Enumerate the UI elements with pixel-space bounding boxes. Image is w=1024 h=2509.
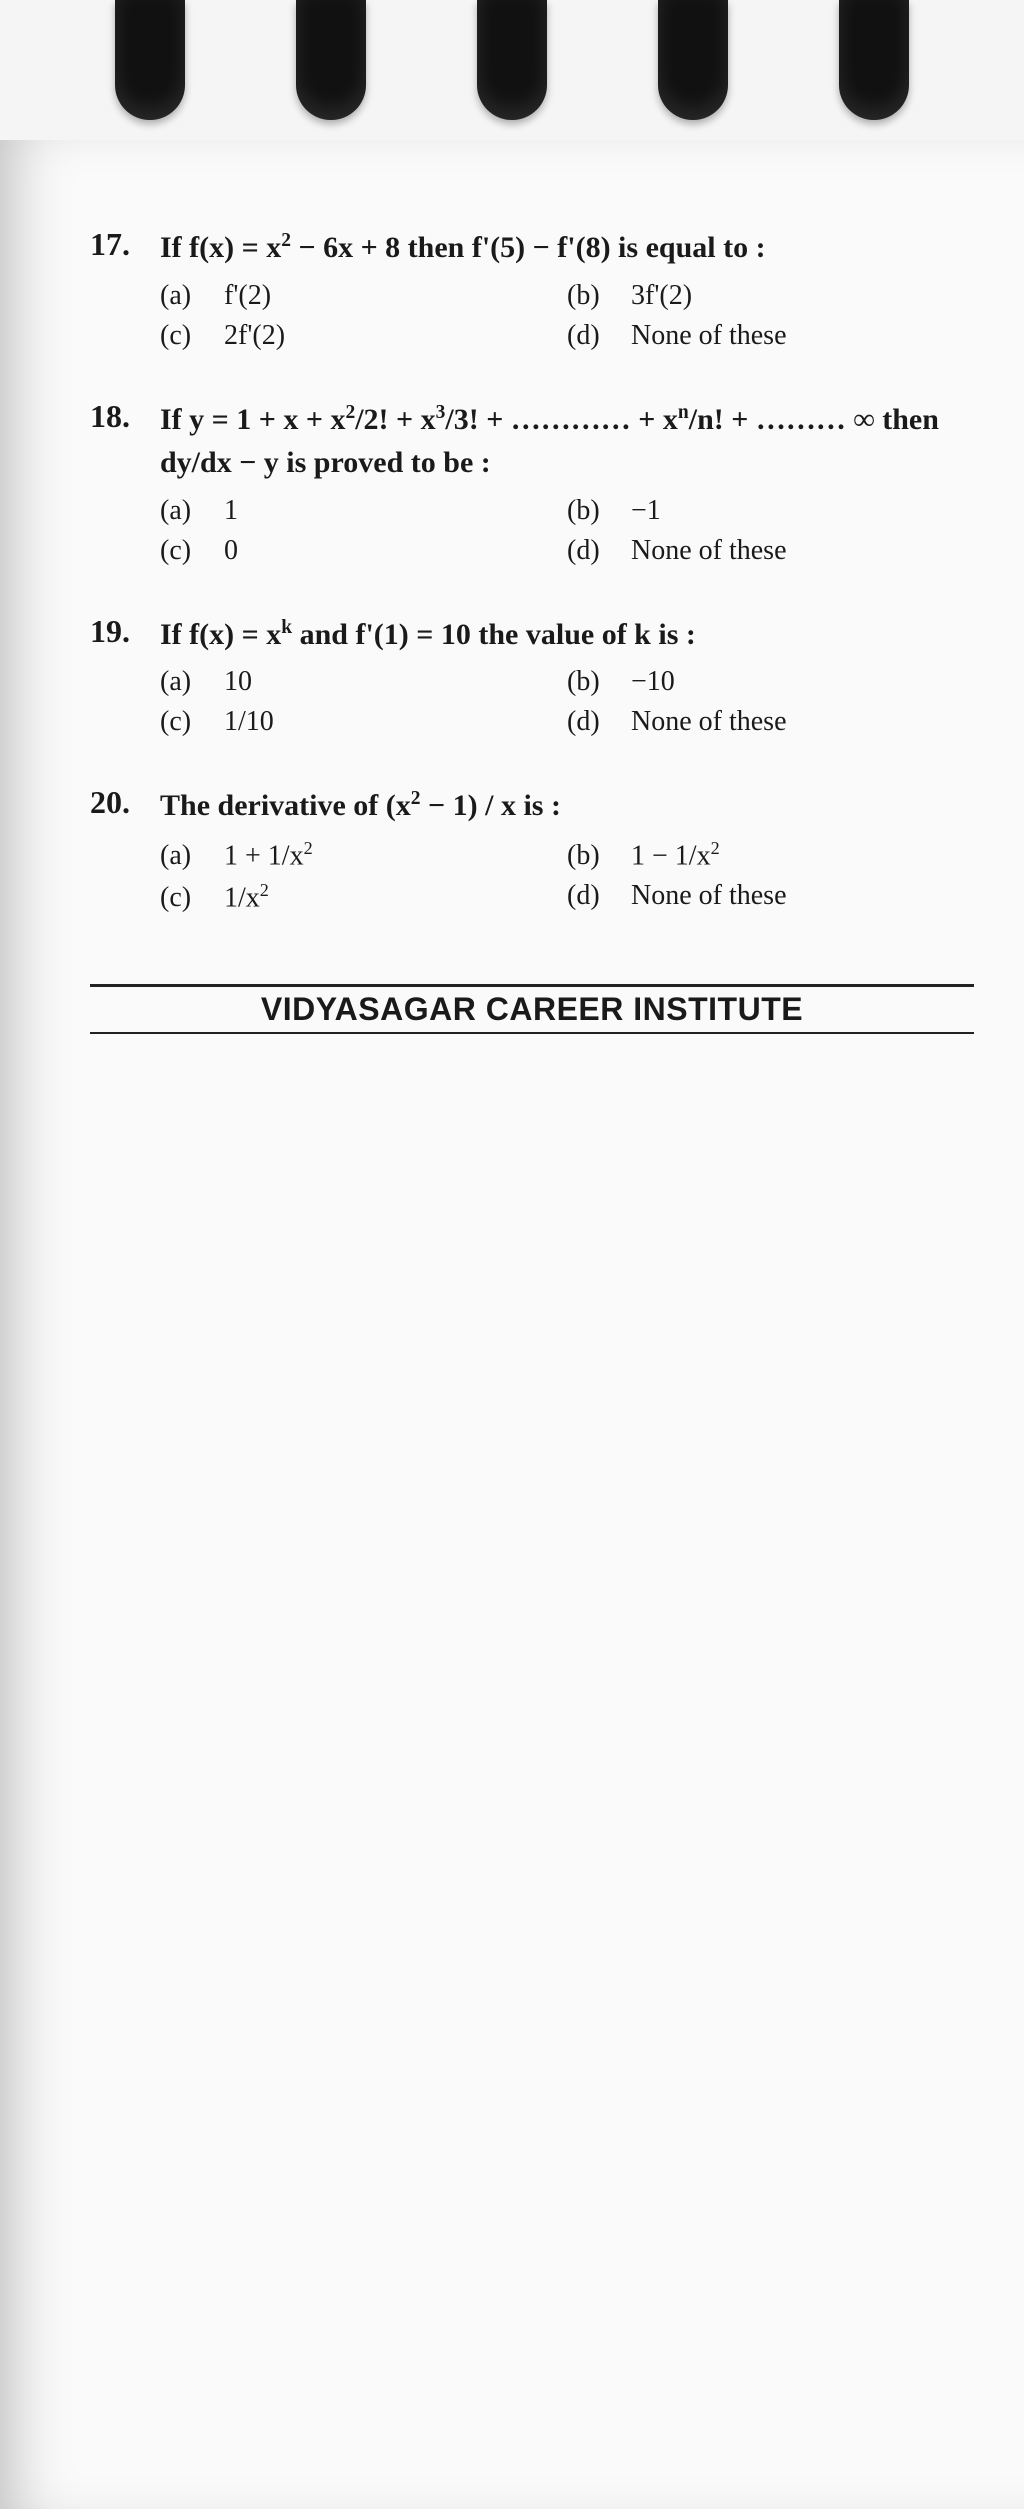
option-label: (d) [567,535,609,567]
option-text: None of these [631,706,787,738]
option-text: 10 [224,666,252,698]
option: (b) 1 − 1/x2 [567,838,974,872]
option-label: (a) [160,495,202,527]
spiral-binding [0,0,1024,140]
binding-ring [115,0,185,120]
option: (d) None of these [567,706,974,738]
binding-ring [477,0,547,120]
option-label: (b) [567,666,609,698]
option-text: −10 [631,666,675,698]
option-label: (c) [160,706,202,738]
question-stem: If f(x) = xk and f'(1) = 10 the value of… [160,613,974,657]
option-label: (b) [567,840,609,872]
footer-rule-bottom [90,1032,974,1034]
footer-rule-top [90,984,974,987]
option-label: (d) [567,706,609,738]
option-text: 1/10 [224,706,274,738]
question-body: The derivative of (x2 − 1) / x is : (a) 1 … [160,784,974,914]
option-label: (b) [567,280,609,312]
option: (a) 10 [160,666,567,698]
question-stem: The derivative of (x2 − 1) / x is : [160,784,974,828]
binding-ring [658,0,728,120]
option-label: (b) [567,495,609,527]
question-number: 18. [90,398,160,435]
option-label: (a) [160,666,202,698]
option-label: (c) [160,882,202,914]
option: (a) 1 + 1/x2 [160,838,567,872]
option: (d) None of these [567,320,974,352]
option: (c) 1/10 [160,706,567,738]
question-body: If f(x) = x2 − 6x + 8 then f'(5) − f'(8)… [160,226,974,352]
option-text: f'(2) [224,280,271,312]
question-number: 20. [90,784,160,821]
option: (b) 3f'(2) [567,280,974,312]
question-number: 17. [90,226,160,263]
option-text: 2f'(2) [224,320,285,352]
question-stem: If f(x) = x2 − 6x + 8 then f'(5) − f'(8)… [160,226,974,270]
option: (a) 1 [160,495,567,527]
question-stem: If y = 1 + x + x2/2! + x3/3! + ………… + xn… [160,398,974,485]
option-label: (d) [567,320,609,352]
page-content: 17.If f(x) = x2 − 6x + 8 then f'(5) − f'… [0,140,1024,2509]
option-text: 1/x2 [224,880,269,914]
option-label: (d) [567,880,609,912]
question-body: If y = 1 + x + x2/2! + x3/3! + ………… + xn… [160,398,974,567]
option: (c) 0 [160,535,567,567]
option: (b) −1 [567,495,974,527]
question: 19.If f(x) = xk and f'(1) = 10 the value… [90,613,974,739]
question: 17.If f(x) = x2 − 6x + 8 then f'(5) − f'… [90,226,974,352]
option: (a) f'(2) [160,280,567,312]
option-label: (a) [160,840,202,872]
binding-ring [839,0,909,120]
options-grid: (a) 1 + 1/x2 (b) 1 − 1/x2 (c) 1/x2 (d) None of … [160,838,974,915]
question: 18.If y = 1 + x + x2/2! + x3/3! + ………… +… [90,398,974,567]
option-text: 0 [224,535,238,567]
options-grid: (a) 1 (b) −1 (c) 0 (d) None of these [160,495,974,567]
question: 20.The derivative of (x2 − 1) / x is : (a… [90,784,974,914]
option: (b) −10 [567,666,974,698]
option-text: None of these [631,880,787,912]
options-grid: (a) 10 (b) −10 (c) 1/10 (d) None of these [160,666,974,738]
option-text: 1 [224,495,238,527]
option-text: 3f'(2) [631,280,692,312]
option-text: 1 − 1/x2 [631,838,720,872]
option-label: (a) [160,280,202,312]
question-body: If f(x) = xk and f'(1) = 10 the value of… [160,613,974,739]
footer-institute-name: VIDYASAGAR CAREER INSTITUTE [90,991,974,1028]
options-grid: (a) f'(2) (b) 3f'(2) (c) 2f'(2) (d) None of the… [160,280,974,352]
option: (d) None of these [567,880,974,914]
option: (c) 2f'(2) [160,320,567,352]
option-label: (c) [160,320,202,352]
option-text: −1 [631,495,661,527]
option-label: (c) [160,535,202,567]
option: (d) None of these [567,535,974,567]
option-text: None of these [631,535,787,567]
question-number: 19. [90,613,160,650]
option-text: 1 + 1/x2 [224,838,313,872]
option-text: None of these [631,320,787,352]
option: (c) 1/x2 [160,880,567,914]
binding-ring [296,0,366,120]
